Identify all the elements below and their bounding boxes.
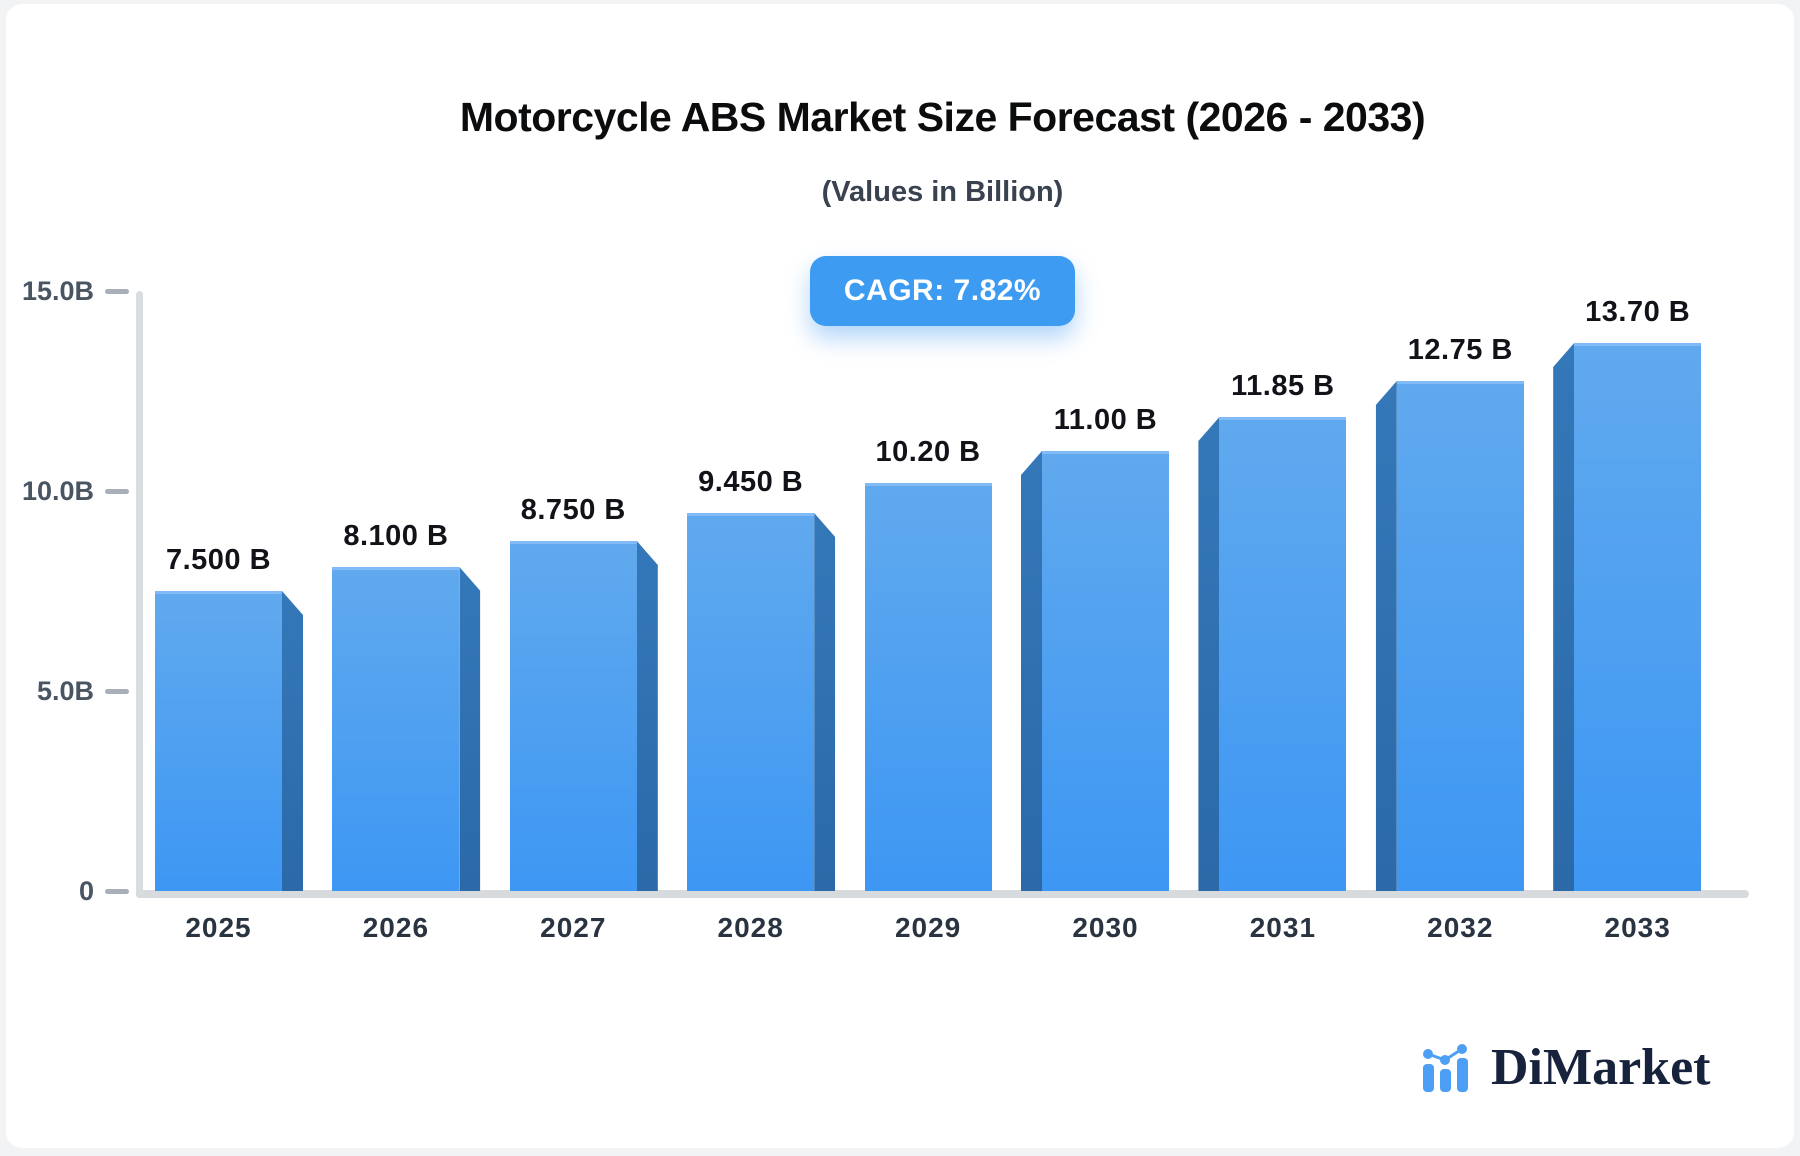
bar-side-3d bbox=[814, 513, 836, 891]
bar-2031 bbox=[1219, 417, 1347, 891]
bar-side-3d bbox=[1198, 417, 1220, 891]
y-tick-label: 10.0B bbox=[21, 476, 94, 506]
y-tick-label: 5.0B bbox=[36, 676, 94, 706]
x-tick-label: 2033 bbox=[1604, 912, 1671, 943]
bar-side-3d bbox=[1553, 343, 1575, 891]
bar-side-3d bbox=[282, 591, 303, 891]
bar-value-label: 12.75 B bbox=[1407, 334, 1513, 366]
bar-2033 bbox=[1574, 343, 1702, 891]
bar-2026 bbox=[332, 567, 460, 891]
y-tick-mark bbox=[105, 289, 129, 294]
y-tick-label: 15.0B bbox=[21, 276, 94, 306]
bar-value-label: 11.00 B bbox=[1053, 404, 1158, 436]
y-tick-label: 0 bbox=[78, 876, 94, 906]
bar-value-label: 8.100 B bbox=[343, 520, 449, 552]
bar-2030 bbox=[1042, 451, 1169, 891]
x-tick-label: 2029 bbox=[894, 912, 962, 943]
bar-2027 bbox=[509, 541, 637, 891]
logo-bar-chart-icon bbox=[1423, 1044, 1468, 1092]
bar-side-3d bbox=[1021, 451, 1042, 891]
bar-value-label: 9.450 B bbox=[698, 466, 804, 498]
x-tick-label: 2027 bbox=[540, 912, 607, 943]
y-axis bbox=[136, 291, 143, 898]
badge-row: CAGR: 7.82% bbox=[136, 256, 1749, 326]
y-tick-mark bbox=[105, 689, 129, 694]
x-tick-label: 2031 bbox=[1249, 912, 1317, 943]
x-axis bbox=[136, 890, 1749, 898]
logo: DiMarket bbox=[1421, 1039, 1711, 1097]
logo-text: DiMarket bbox=[1491, 1039, 1711, 1097]
bar-side-3d bbox=[1375, 381, 1397, 891]
bar-side-3d bbox=[459, 567, 481, 891]
bar-2029 bbox=[864, 483, 992, 891]
x-tick-label: 2025 bbox=[185, 912, 252, 943]
bar-value-label: 13.70 B bbox=[1585, 296, 1691, 328]
bar-value-label: 11.85 B bbox=[1231, 370, 1335, 402]
x-tick-label: 2032 bbox=[1427, 912, 1494, 943]
x-tick-label: 2028 bbox=[717, 912, 784, 943]
bar-value-label: 7.500 B bbox=[165, 544, 272, 576]
x-tick-label: 2030 bbox=[1072, 912, 1139, 943]
bar-side-3d bbox=[636, 541, 658, 891]
y-tick-mark bbox=[105, 489, 129, 494]
y-tick-mark bbox=[105, 889, 129, 894]
bar-2025 bbox=[155, 591, 282, 891]
bar-2032 bbox=[1396, 381, 1524, 891]
x-tick-label: 2026 bbox=[362, 912, 430, 943]
cagr-badge: CAGR: 7.82% bbox=[809, 256, 1076, 326]
bar-value-label: 10.20 B bbox=[875, 436, 981, 468]
bar-value-label: 8.750 B bbox=[520, 494, 626, 526]
chart-title: Motorcycle ABS Market Size Forecast (202… bbox=[459, 94, 1426, 140]
bar-2028 bbox=[687, 513, 815, 891]
chart-card: Motorcycle ABS Market Size Forecast (202… bbox=[6, 4, 1794, 1148]
chart-subtitle: (Values in Billion) bbox=[821, 176, 1064, 208]
